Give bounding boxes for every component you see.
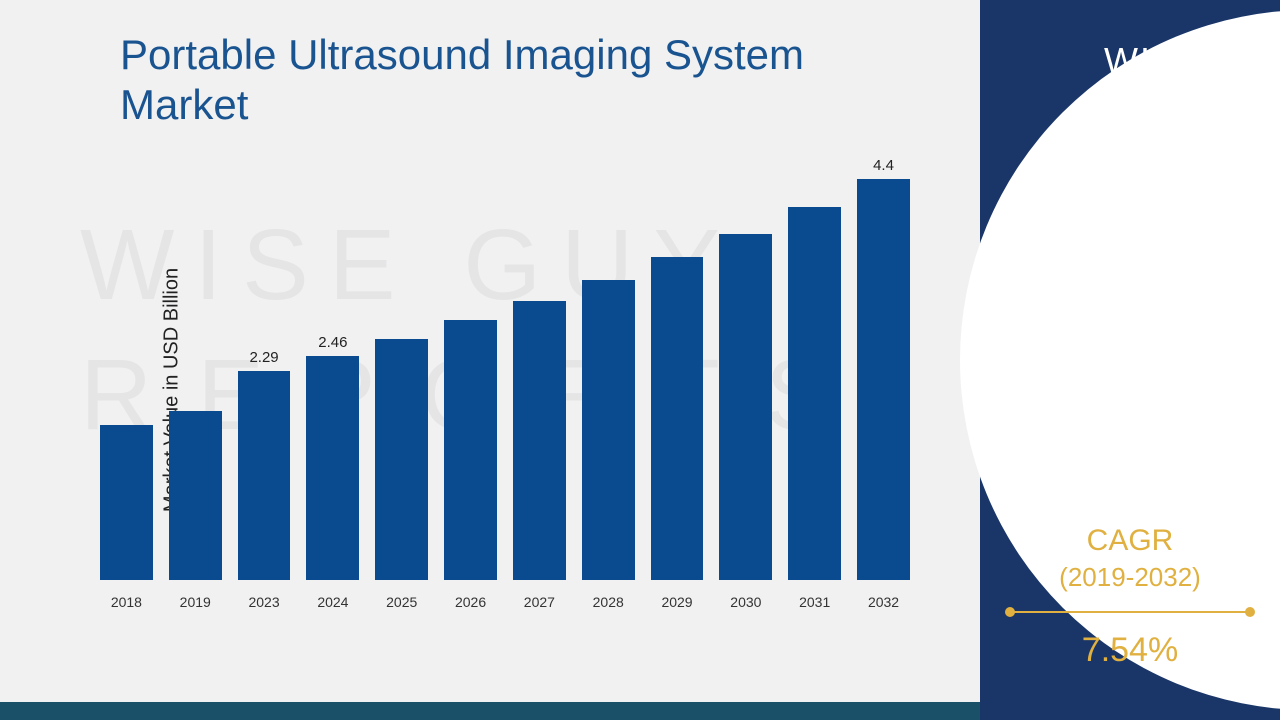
bar-2029 [651,257,704,580]
x-tick-label: 2019 [169,594,222,610]
bar-2018 [100,425,153,580]
x-axis-labels: 2018 2019 2023 2024 2025 2026 2027 2028 2029 2030… [100,594,910,610]
x-tick-label: 2031 [788,594,841,610]
bar-2032: 4.4 [857,179,910,580]
bar-rect [719,234,772,580]
x-tick-label: 2027 [513,594,566,610]
bar-rect [169,411,222,580]
x-tick-label: 2026 [444,594,497,610]
bars-container: 2.29 2.46 4.4 [100,170,910,580]
bar-2028 [582,280,635,580]
cagr-period: (2019-2032) [1010,562,1250,593]
bar-2023: 2.29 [238,371,291,580]
brand-logo: WISE GUY R E P O R T S [1104,40,1280,100]
bar-value-label: 2.29 [249,349,278,366]
bar-2019 [169,411,222,580]
bar-rect [306,356,359,580]
bar-rect [788,207,841,580]
cagr-label: CAGR [1010,524,1250,558]
bar-rect [582,280,635,580]
bar-rect [857,179,910,580]
x-tick-label: 2030 [719,594,772,610]
bar-rect [100,425,153,580]
bar-value-label: 2.46 [318,334,347,351]
bar-2026 [444,320,497,580]
x-tick-label: 2032 [857,594,910,610]
x-tick-label: 2029 [651,594,704,610]
bar-rect [444,320,497,580]
bar-2031 [788,207,841,580]
chart-title: Portable Ultrasound Imaging System Marke… [120,30,880,131]
cagr-box: CAGR (2019-2032) 7.54% [1010,524,1250,670]
bar-2027 [513,301,566,580]
bar-chart: Market Value in USD Billion 2.292.464.4 … [100,170,910,610]
bar-rect [375,339,428,580]
x-tick-label: 2018 [100,594,153,610]
side-panel: WISE GUY R E P O R T S CAGR (2019-2032) … [980,0,1280,720]
bar-rect [238,371,291,580]
cagr-divider [1010,611,1250,613]
bar-2030 [719,234,772,580]
chart-panel: Portable Ultrasound Imaging System Marke… [0,0,980,720]
x-tick-label: 2025 [375,594,428,610]
x-tick-label: 2024 [306,594,359,610]
bar-2025 [375,339,428,580]
bottom-accent-bar [0,702,980,720]
cagr-value: 7.54% [1010,631,1250,670]
logo-sub-text: R E P O R T S [1104,84,1280,100]
bar-rect [513,301,566,580]
bar-value-label: 4.4 [873,157,894,174]
logo-main-text: WISE GUY [1104,40,1280,82]
x-tick-label: 2028 [582,594,635,610]
bar-2024: 2.46 [306,356,359,580]
x-tick-label: 2023 [238,594,291,610]
bar-rect [651,257,704,580]
